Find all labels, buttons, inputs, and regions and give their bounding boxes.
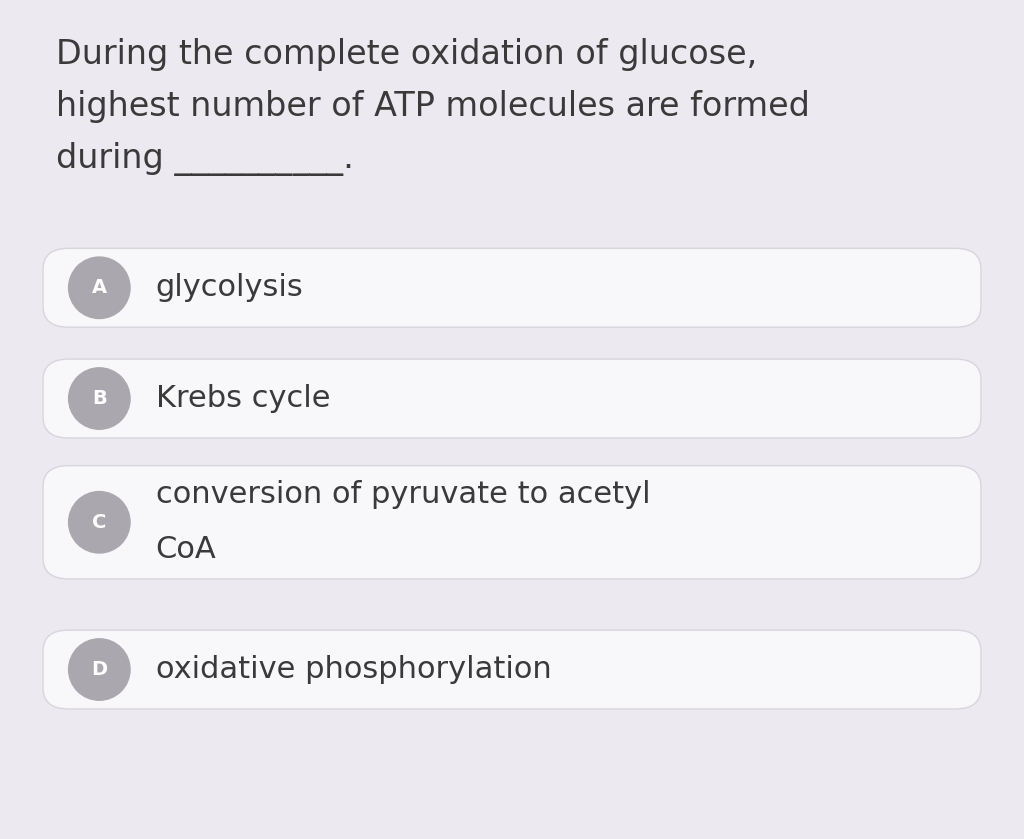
Text: During the complete oxidation of glucose,: During the complete oxidation of glucose… (56, 38, 758, 70)
Text: highest number of ATP molecules are formed: highest number of ATP molecules are form… (56, 90, 810, 122)
Text: B: B (92, 389, 106, 408)
Text: during __________.: during __________. (56, 142, 354, 176)
Text: oxidative phosphorylation: oxidative phosphorylation (156, 655, 551, 684)
FancyBboxPatch shape (43, 248, 981, 327)
Text: CoA: CoA (156, 535, 216, 565)
Ellipse shape (69, 367, 130, 430)
Ellipse shape (69, 257, 130, 319)
FancyBboxPatch shape (43, 359, 981, 438)
Text: Krebs cycle: Krebs cycle (156, 384, 330, 413)
Text: A: A (92, 279, 106, 297)
Text: C: C (92, 513, 106, 532)
FancyBboxPatch shape (43, 630, 981, 709)
Text: glycolysis: glycolysis (156, 274, 303, 302)
Text: D: D (91, 660, 108, 679)
FancyBboxPatch shape (43, 466, 981, 579)
Ellipse shape (69, 492, 130, 553)
Text: conversion of pyruvate to acetyl: conversion of pyruvate to acetyl (156, 480, 650, 509)
Ellipse shape (69, 638, 130, 701)
